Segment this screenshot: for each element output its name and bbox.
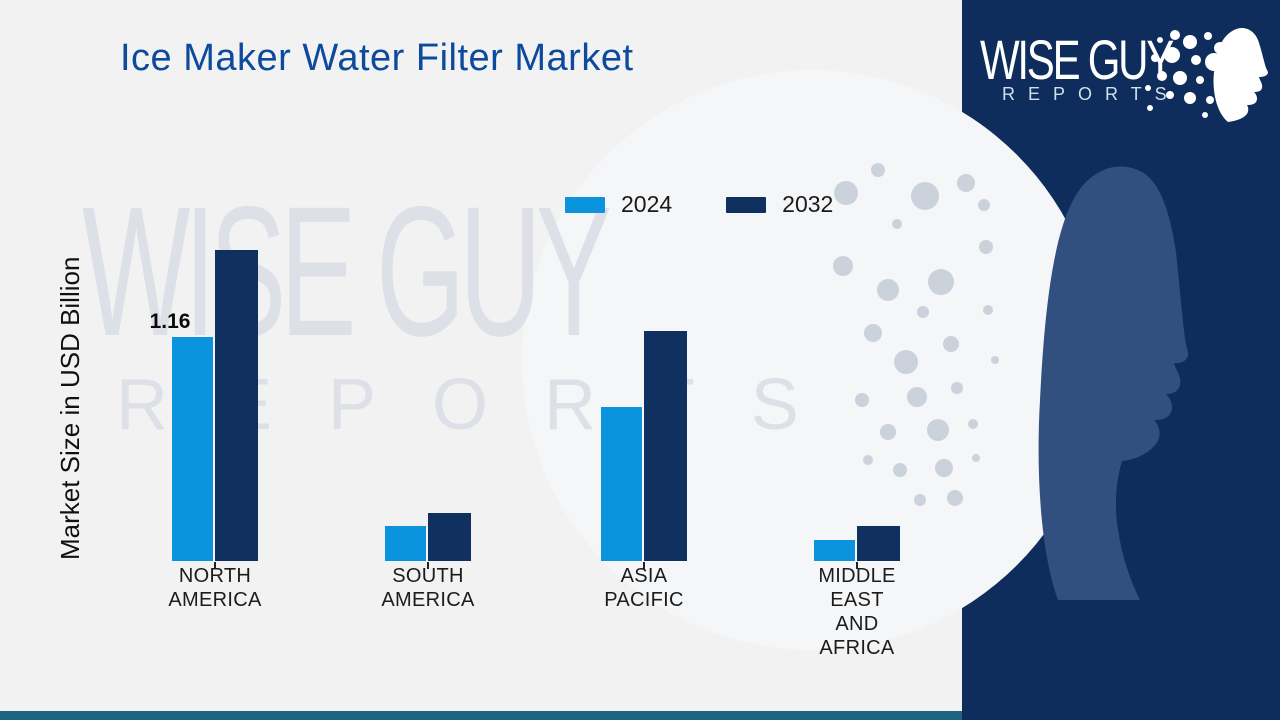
bar-north-america-2024 [172,337,213,561]
legend-item-2032: 2032 [726,193,833,216]
bar-north-america-2032 [215,250,258,561]
chart-title: Ice Maker Water Filter Market [120,37,634,79]
legend: 2024 2032 [565,193,833,216]
category-label-north-america: NORTH AMERICA [168,565,262,611]
y-axis-label: Market Size in USD Billion [55,256,85,560]
bar-south-america-2032 [428,513,471,561]
legend-swatch-2032 [726,196,767,213]
data-label: 1.16 [149,310,191,333]
bar-middle-east-and-africa-2032 [857,526,900,561]
logo-wiseguy-text: WISE GUY [980,28,1174,91]
bar-asia-pacific-2024 [601,407,642,561]
x-axis-tick [427,562,429,569]
x-axis-tick [856,562,858,569]
category-label-middle-east-and-africa: MIDDLE EAST AND AFRICA [818,565,896,659]
category-label-asia-pacific: ASIA PACIFIC [604,565,684,611]
legend-label-2024: 2024 [621,191,673,217]
bar-asia-pacific-2032 [644,331,687,561]
watermark-wiseguy-text: WISE GUY [82,169,612,375]
legend-item-2024: 2024 [565,193,672,216]
legend-swatch-2024 [565,196,605,213]
x-axis-tick [214,562,216,569]
logo-reports-text: REPORTS [1002,84,1180,104]
legend-label-2032: 2032 [782,191,834,217]
x-axis-tick [643,562,645,569]
bar-middle-east-and-africa-2024 [814,540,855,561]
background-circle [522,70,1102,650]
category-label-south-america: SOUTH AMERICA [381,565,475,611]
bottom-accent-strip [0,711,1280,720]
bar-south-america-2024 [385,526,426,561]
